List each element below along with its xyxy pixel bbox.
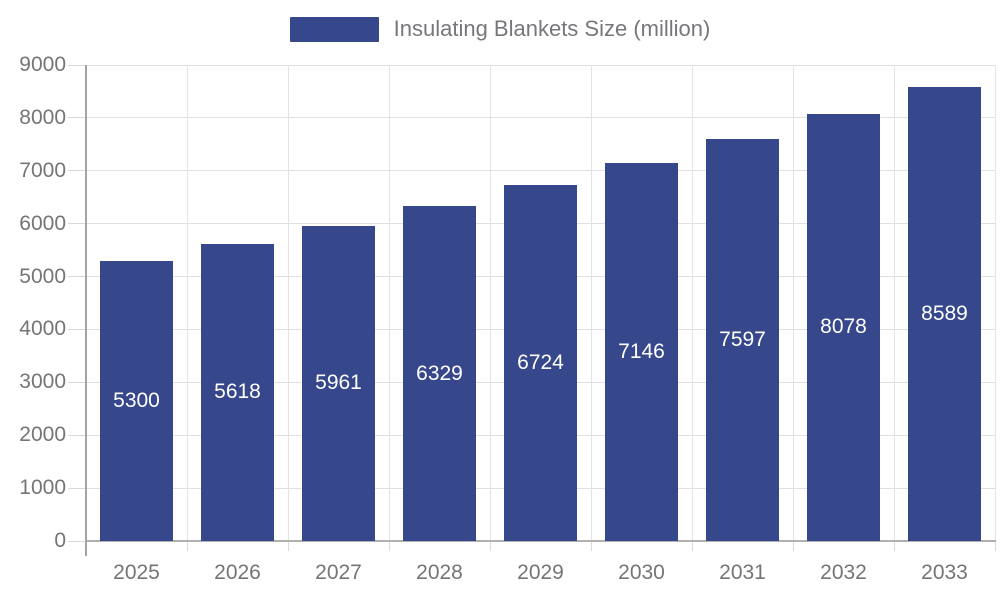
y-axis-tick — [68, 117, 85, 119]
gridline-x — [388, 65, 390, 541]
x-axis-tick — [186, 542, 188, 551]
legend-swatch — [289, 16, 379, 42]
x-axis-label: 2030 — [618, 561, 665, 584]
x-axis-tick — [792, 542, 794, 551]
y-axis-label: 1000 — [19, 476, 66, 500]
bar-2033 — [908, 86, 981, 541]
gridline-x — [691, 65, 693, 541]
x-axis-tick — [691, 542, 693, 551]
y-axis-label: 3000 — [19, 370, 66, 394]
y-axis-label: 2000 — [19, 423, 66, 447]
gridline-x — [186, 65, 188, 541]
x-axis-label: 2025 — [113, 561, 160, 584]
x-axis-label: 2029 — [517, 561, 564, 584]
gridline-x — [489, 65, 491, 541]
bar-2032 — [807, 113, 880, 541]
x-axis-tick — [590, 542, 592, 551]
y-axis-label: 4000 — [19, 317, 66, 341]
y-axis-tick — [68, 64, 85, 66]
y-axis-label: 6000 — [19, 211, 66, 235]
bar-value-label: 6724 — [517, 351, 564, 375]
y-axis-tick — [68, 276, 85, 278]
bar-2028 — [403, 206, 476, 541]
y-axis-tick — [68, 223, 85, 225]
y-axis-line — [85, 65, 87, 556]
bar-2029 — [504, 185, 577, 541]
y-axis-tick — [68, 540, 85, 542]
gridline-x — [994, 65, 996, 541]
bar-2030 — [605, 163, 678, 541]
gridline-x — [893, 65, 895, 541]
x-axis-tick — [994, 542, 996, 551]
y-axis-label: 8000 — [19, 105, 66, 129]
bar-value-label: 7597 — [719, 328, 766, 352]
x-axis-label: 2032 — [820, 561, 867, 584]
bar-value-label: 7146 — [618, 340, 665, 364]
bar-2031 — [706, 139, 779, 541]
legend-label: Insulating Blankets Size (million) — [393, 16, 711, 41]
y-axis-tick — [68, 487, 85, 489]
x-axis-label: 2033 — [921, 561, 968, 584]
bar-value-label: 5300 — [113, 388, 160, 412]
y-axis-tick — [68, 434, 85, 436]
x-axis-label: 2028 — [416, 561, 463, 584]
gridline-x — [590, 65, 592, 541]
gridline-y — [86, 64, 995, 66]
y-axis-label: 5000 — [19, 264, 66, 288]
bar-value-label: 5961 — [315, 371, 362, 395]
x-axis-tick — [893, 542, 895, 551]
y-axis-label: 0 — [54, 529, 66, 552]
gridline-y — [86, 117, 995, 119]
bar-value-label: 5618 — [214, 380, 261, 404]
y-axis-tick — [68, 170, 85, 172]
x-axis-label: 2027 — [315, 561, 362, 584]
bar-2027 — [302, 225, 375, 541]
bar-value-label: 6329 — [416, 361, 463, 385]
legend[interactable]: Insulating Blankets Size (million) — [0, 16, 1000, 42]
gridline-x — [287, 65, 289, 541]
x-axis-tick — [287, 542, 289, 551]
bar-value-label: 8589 — [921, 301, 968, 325]
x-axis-line — [85, 540, 996, 542]
y-axis-label: 9000 — [19, 53, 66, 76]
bar-2026 — [201, 243, 274, 541]
y-axis-label: 7000 — [19, 158, 66, 182]
gridline-y — [86, 170, 995, 172]
x-axis-tick — [489, 542, 491, 551]
x-axis-tick — [388, 542, 390, 551]
x-axis-label: 2031 — [719, 561, 766, 584]
bar-value-label: 8078 — [820, 315, 867, 339]
bar-2025 — [100, 260, 173, 541]
gridline-x — [792, 65, 794, 541]
y-axis-tick — [68, 328, 85, 330]
y-axis-tick — [68, 381, 85, 383]
x-axis-label: 2026 — [214, 561, 261, 584]
